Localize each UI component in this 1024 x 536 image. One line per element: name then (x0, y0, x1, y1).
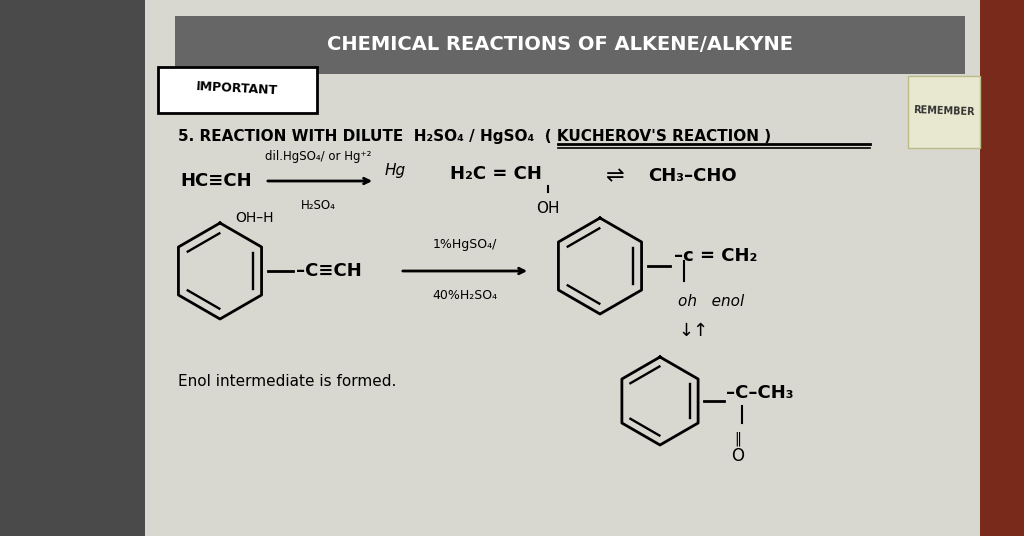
Text: 1%HgSO₄/: 1%HgSO₄/ (433, 238, 498, 251)
Text: –C–CH₃: –C–CH₃ (726, 384, 794, 402)
Text: ‖: ‖ (734, 431, 741, 445)
Text: 40%H₂SO₄: 40%H₂SO₄ (432, 289, 498, 302)
Text: –C≡CH: –C≡CH (296, 262, 361, 280)
Text: oh   enol: oh enol (678, 294, 744, 309)
Text: H₂SO₄: H₂SO₄ (301, 199, 336, 212)
FancyBboxPatch shape (158, 67, 317, 113)
Text: H₂C = CH: H₂C = CH (450, 165, 542, 183)
Bar (0, 0, 145, 536)
Text: dil.HgSO₄/ or Hg⁺²: dil.HgSO₄/ or Hg⁺² (265, 150, 371, 163)
Text: HC≡CH: HC≡CH (180, 172, 252, 190)
Text: IMPORTANT: IMPORTANT (196, 80, 279, 98)
Bar (175, 16, 965, 74)
Text: REMEMBER: REMEMBER (913, 105, 975, 117)
Text: –c = CH₂: –c = CH₂ (674, 247, 758, 265)
Text: CH₃–CHO: CH₃–CHO (648, 167, 736, 185)
Text: CHEMICAL REACTIONS OF ALKENE/ALKYNE: CHEMICAL REACTIONS OF ALKENE/ALKYNE (327, 35, 793, 55)
Text: ↓↑: ↓↑ (678, 322, 709, 340)
Text: OH: OH (537, 201, 560, 216)
Text: ⇌: ⇌ (605, 166, 625, 186)
Text: O: O (731, 447, 744, 465)
Text: Enol intermediate is formed.: Enol intermediate is formed. (178, 374, 396, 389)
Text: OH–H: OH–H (236, 211, 274, 225)
Bar (145, 0, 980, 536)
FancyBboxPatch shape (908, 76, 980, 148)
Text: 5. REACTION WITH DILUTE  H₂SO₄ / HgSO₄  ( KUCHEROV'S REACTION ): 5. REACTION WITH DILUTE H₂SO₄ / HgSO₄ ( … (178, 129, 771, 144)
Bar (980, 0, 1024, 536)
Text: Hg: Hg (385, 163, 407, 178)
